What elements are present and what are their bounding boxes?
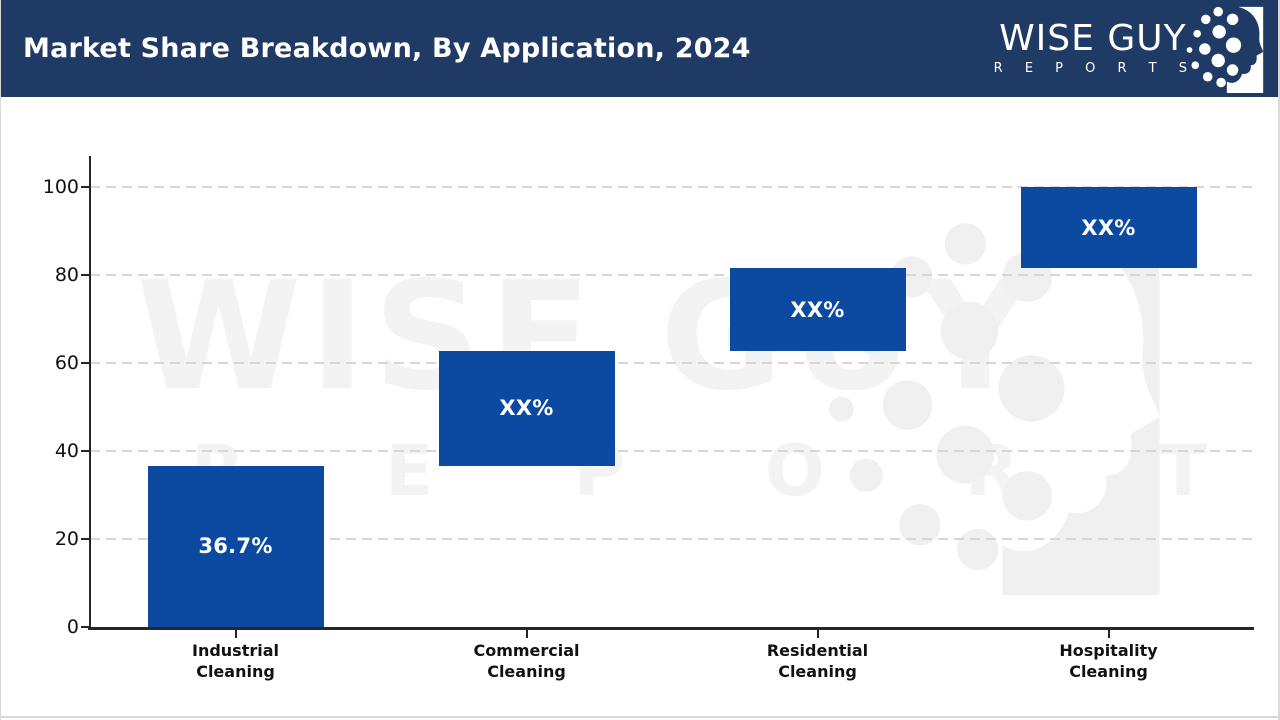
x-category-label-2: Commercial Cleaning (473, 641, 580, 682)
bar-value-label: 36.7% (198, 534, 273, 559)
header-bar: Market Share Breakdown, By Application, … (1, 0, 1278, 97)
watermark-subtitle: R E P O R T S (191, 430, 1278, 512)
x-category-label-4: Hospitality Cleaning (1059, 641, 1158, 682)
x-tick-mark-1 (234, 630, 237, 638)
wiseguy-face-icon (1186, 6, 1264, 93)
y-tick-mark-20 (81, 538, 89, 540)
y-tick-label-40: 40 (54, 440, 79, 462)
gridline-80 (90, 274, 1254, 276)
gridline-20 (90, 538, 1254, 540)
y-tick-mark-40 (81, 450, 89, 452)
bar-commercial-cleaning: XX% (438, 350, 615, 466)
gridline-40 (90, 450, 1254, 452)
y-tick-label-0: 0 (66, 616, 79, 638)
bar-value-label: XX% (790, 297, 845, 322)
y-tick-label-60: 60 (54, 352, 79, 374)
x-tick-mark-4 (1107, 630, 1110, 638)
x-axis-line (88, 627, 1254, 630)
y-axis-line (89, 156, 91, 630)
x-category-label-1: Industrial Cleaning (191, 641, 279, 682)
x-category-label-3: Residential Cleaning (766, 641, 869, 682)
wiseguy-logo: WISE GUY R E P O R T S (990, 5, 1278, 93)
bar-residential-cleaning: XX% (729, 268, 906, 351)
y-tick-mark-80 (81, 274, 89, 276)
bar-hospitality-cleaning: XX% (1020, 187, 1197, 269)
y-tick-label-80: 80 (54, 264, 79, 286)
logo-subtitle: R E P O R T S (993, 61, 1196, 76)
gridline-60 (90, 362, 1254, 364)
chart-title: Market Share Breakdown, By Application, … (23, 33, 751, 64)
x-tick-mark-2 (525, 630, 528, 638)
bar-value-label: XX% (1081, 215, 1136, 240)
y-tick-label-100: 100 (42, 176, 79, 198)
gridline-100 (90, 186, 1254, 188)
y-tick-label-20: 20 (54, 528, 79, 550)
y-tick-mark-0 (81, 626, 89, 628)
y-tick-mark-60 (81, 362, 89, 364)
logo-wordmark: WISE GUY R E P O R T S (990, 18, 1196, 77)
logo-name: WISE GUY (999, 18, 1187, 59)
bar-industrial-cleaning: 36.7% (147, 465, 324, 627)
y-tick-mark-100 (81, 186, 89, 188)
bar-value-label: XX% (499, 396, 554, 421)
bottom-border (1, 716, 1278, 718)
x-tick-mark-3 (816, 630, 819, 638)
